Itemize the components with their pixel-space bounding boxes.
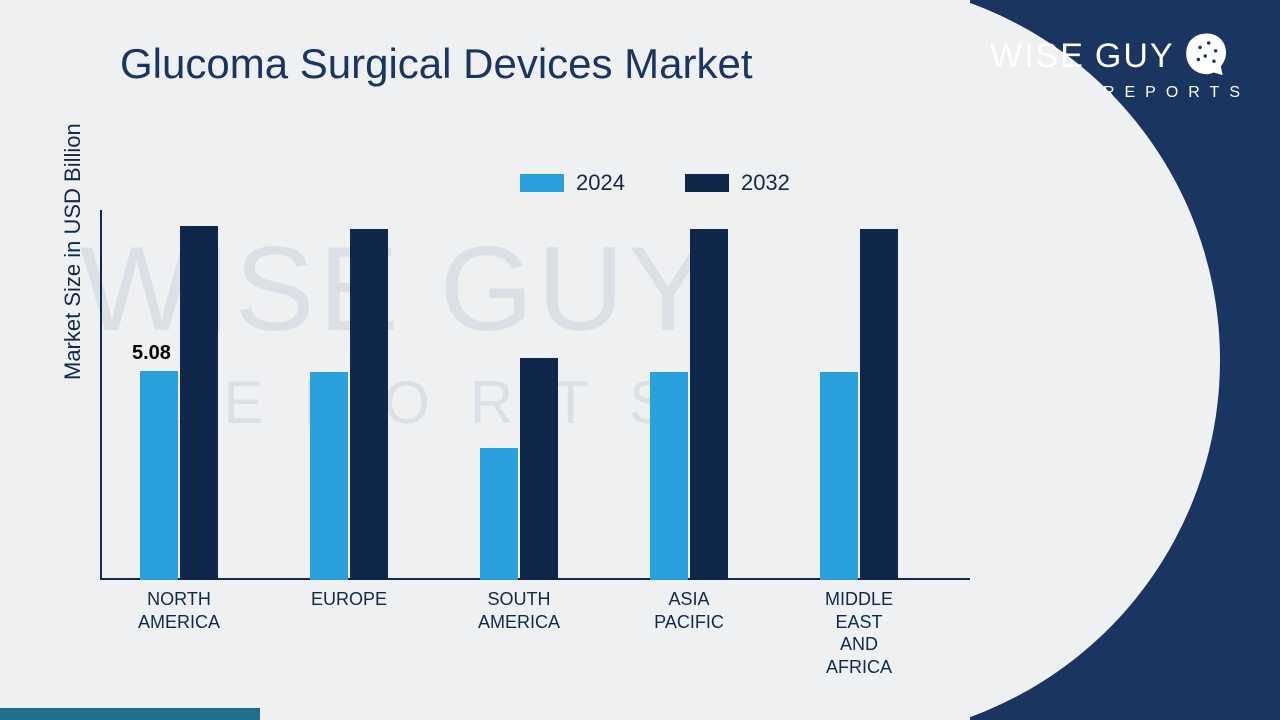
logo-subtitle: REPORTS	[990, 84, 1250, 102]
bar	[480, 448, 518, 580]
x-tick-label: NORTHAMERICA	[119, 588, 239, 633]
legend-item-2032: 2032	[685, 170, 790, 196]
bar	[520, 358, 558, 580]
x-tick-label: SOUTHAMERICA	[459, 588, 579, 633]
chart-title: Glucoma Surgical Devices Market	[120, 40, 753, 88]
bar	[140, 371, 178, 580]
logo-head-icon	[1181, 30, 1233, 82]
x-tick-label: EUROPE	[289, 588, 409, 611]
x-tick-label: ASIAPACIFIC	[629, 588, 749, 633]
brand-logo: WISE GUY REPORTS	[990, 30, 1250, 102]
legend-label-2024: 2024	[576, 170, 625, 196]
bottom-accent-bar	[0, 708, 260, 720]
bar	[690, 229, 728, 581]
bar	[350, 229, 388, 581]
bar	[820, 372, 858, 580]
bar	[650, 372, 688, 580]
bar	[310, 372, 348, 580]
chart-card: WISE GUY REPORTS WISE GUY REPORTS Glucom…	[0, 0, 1280, 720]
legend-item-2024: 2024	[520, 170, 625, 196]
bar-value-label: 5.08	[132, 342, 171, 365]
x-tick-label: MIDDLEEASTANDAFRICA	[799, 588, 919, 678]
bar	[860, 229, 898, 581]
y-axis-line	[100, 210, 102, 580]
plot-area: 5.08	[100, 210, 970, 580]
legend: 2024 2032	[520, 170, 790, 196]
logo-word-2: GUY	[1095, 37, 1175, 76]
legend-label-2032: 2032	[741, 170, 790, 196]
bar	[180, 226, 218, 580]
logo-word-1: WISE	[990, 37, 1085, 76]
legend-swatch-2024	[520, 174, 564, 192]
y-axis-label: Market Size in USD Billion	[60, 123, 86, 380]
legend-swatch-2032	[685, 174, 729, 192]
